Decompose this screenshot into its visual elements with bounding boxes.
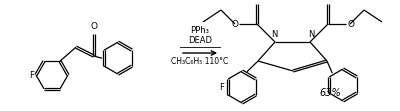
Text: O: O <box>347 20 354 29</box>
Text: CH₃C₆H₅ 110°C: CH₃C₆H₅ 110°C <box>171 57 229 66</box>
Text: F: F <box>29 70 34 79</box>
Text: N: N <box>271 30 277 39</box>
Text: N: N <box>308 30 314 39</box>
Text: O: O <box>90 22 98 31</box>
Text: O: O <box>324 0 332 2</box>
Text: O: O <box>231 20 238 29</box>
Text: F: F <box>219 82 224 91</box>
Text: 63%: 63% <box>319 88 341 98</box>
Text: DEAD: DEAD <box>188 36 212 45</box>
Text: O: O <box>254 0 260 2</box>
Text: PPh₃: PPh₃ <box>190 26 210 35</box>
